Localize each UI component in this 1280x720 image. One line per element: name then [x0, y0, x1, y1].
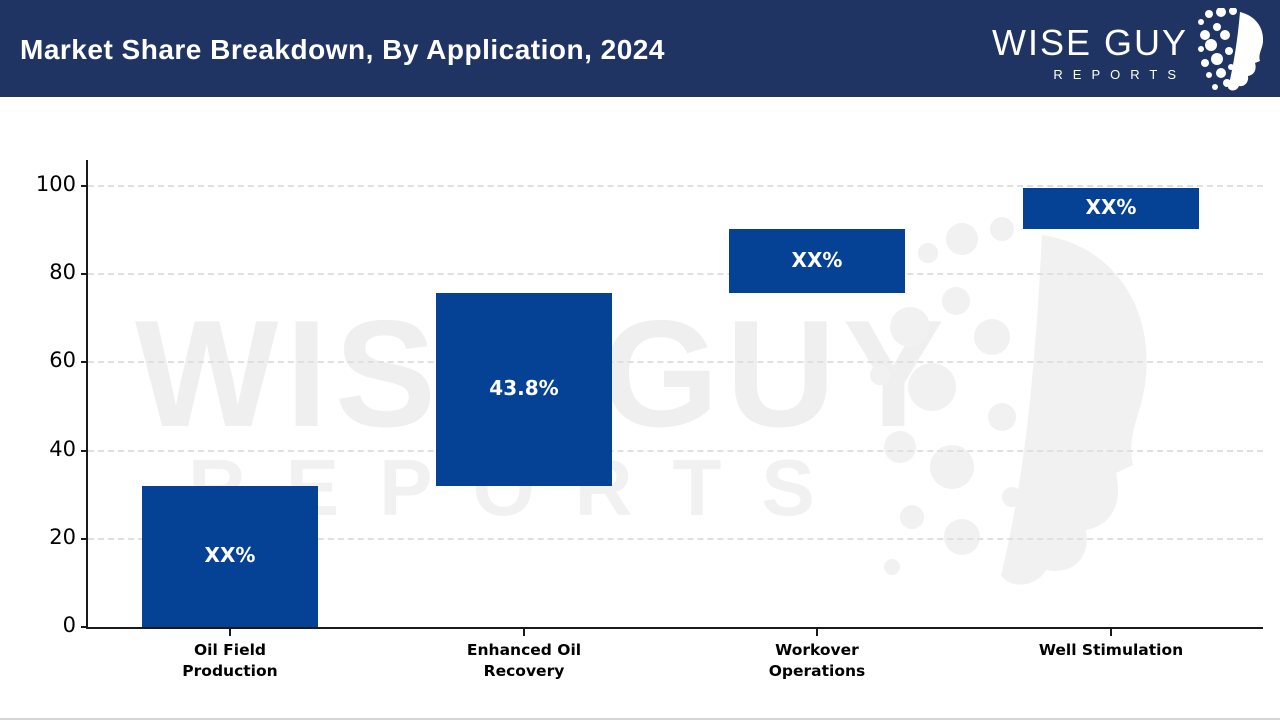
gridline-40	[88, 449, 1263, 452]
gridline-100	[88, 185, 1263, 187]
logo-sub-text: REPORTS	[1053, 67, 1186, 82]
bar-3	[729, 229, 905, 293]
y-tick-label: 20	[49, 524, 76, 549]
y-tick-mark	[81, 273, 88, 276]
bar-value-label: XX%	[1085, 195, 1137, 220]
gridline-60	[88, 361, 1263, 364]
bar-value-label: 43.8%	[489, 376, 559, 401]
x-tick-mark	[229, 629, 231, 636]
x-category-label: Well Stimulation	[1038, 641, 1184, 659]
bar-value-label: XX%	[204, 543, 256, 568]
y-tick-mark	[81, 626, 88, 628]
y-tick-label: 100	[35, 172, 76, 196]
gridline-80	[88, 273, 1263, 276]
logo-brand-text: WISE GUY	[991, 22, 1188, 63]
bar-2	[436, 292, 612, 486]
header-banner: Market Share Breakdown, By Application, …	[0, 0, 1280, 97]
wise-guy-reports-logo: WISE GUY REPORTS	[992, 8, 1266, 92]
x-category-label: Oil Field Production	[182, 641, 278, 680]
y-tick-mark	[81, 537, 88, 540]
x-tick-mark	[816, 629, 818, 636]
gridline-20	[88, 537, 1263, 540]
page-title: Market Share Breakdown, By Application, …	[20, 34, 665, 65]
x-tick-mark	[1110, 629, 1112, 636]
y-tick-label: 60	[49, 348, 76, 373]
x-category-label: Enhanced Oil Recovery	[466, 641, 582, 680]
y-tick-mark	[81, 449, 88, 452]
y-tick-label: 40	[49, 436, 76, 461]
x-axis-line	[86, 627, 1263, 629]
logo-face-icon	[1198, 8, 1264, 91]
y-tick-label: 0	[62, 613, 76, 637]
y-tick-mark	[81, 361, 88, 364]
bar-1	[142, 485, 318, 627]
y-tick-label: 80	[49, 260, 76, 285]
y-axis-line	[86, 160, 88, 629]
y-tick-mark	[81, 185, 88, 187]
x-tick-mark	[523, 629, 525, 636]
bar-value-label: XX%	[791, 247, 843, 272]
bar-4	[1023, 187, 1199, 230]
x-category-label: Workover Operations	[768, 641, 866, 680]
logo-wordmark: WISE GUY REPORTS	[992, 22, 1188, 82]
